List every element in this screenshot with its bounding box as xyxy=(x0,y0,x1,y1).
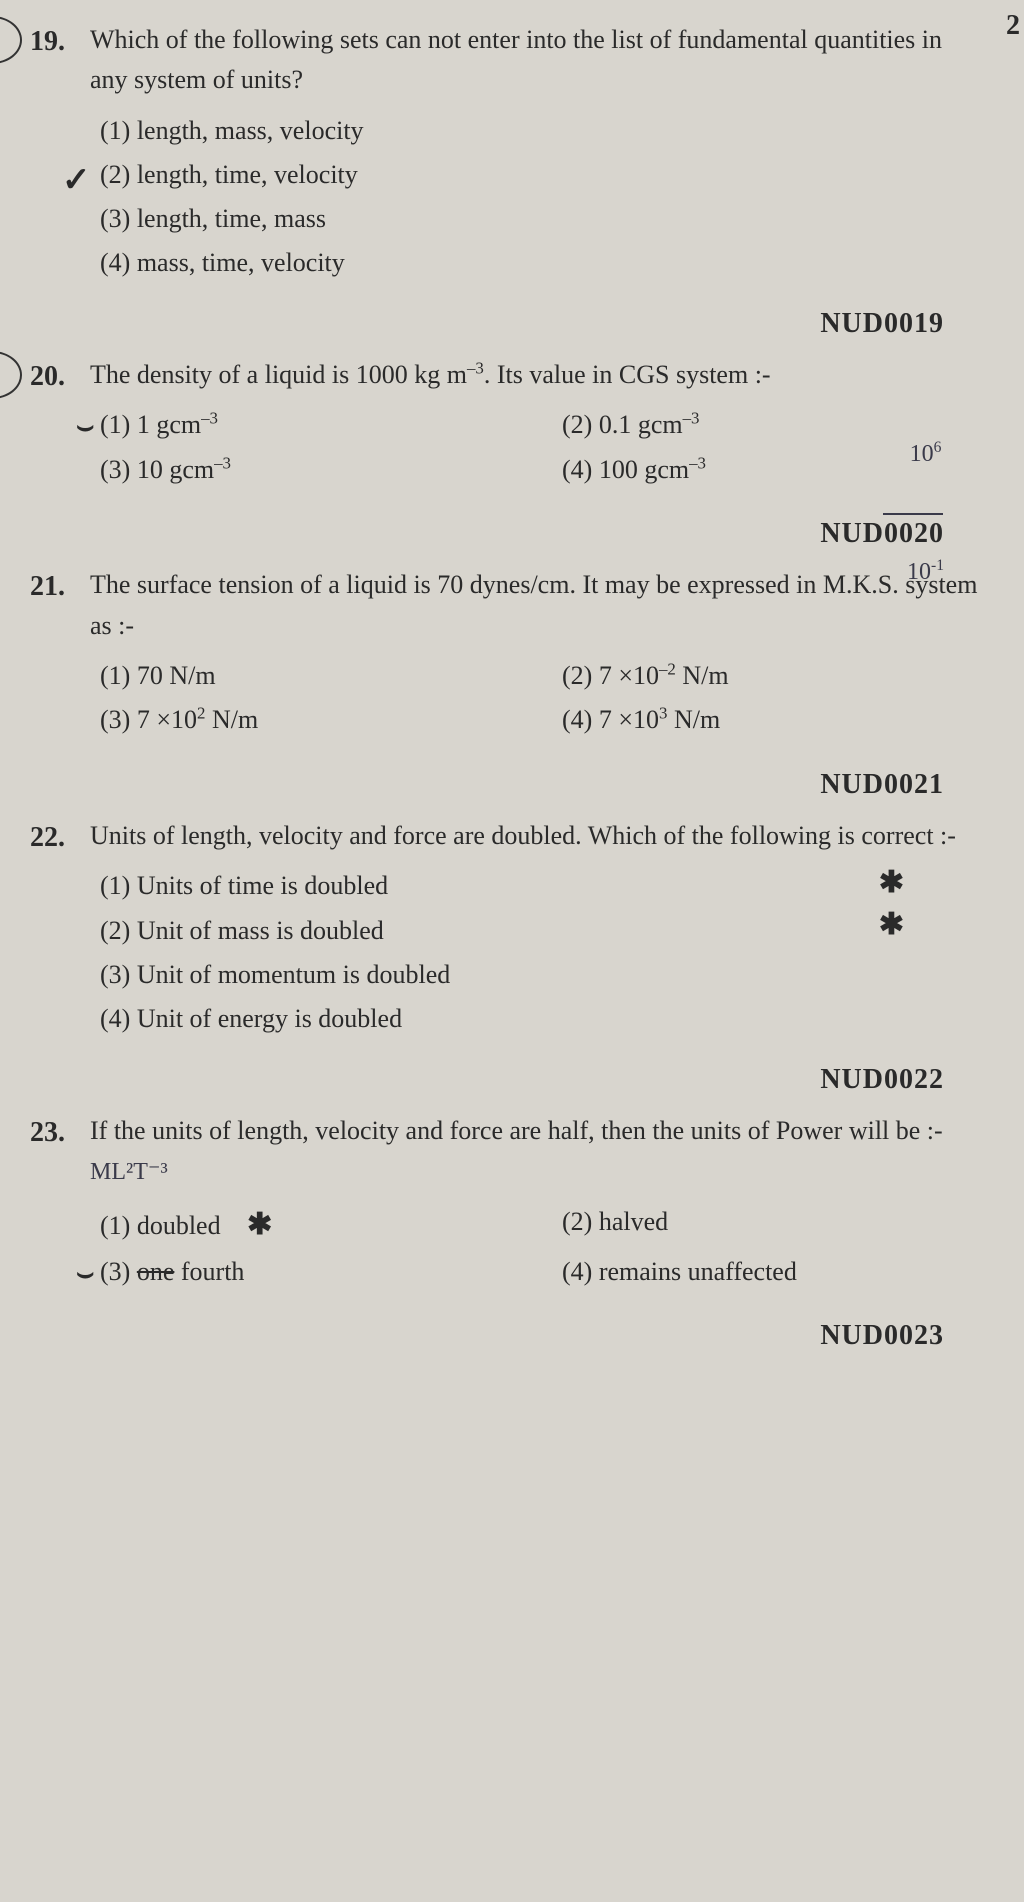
option-19-3: (3) length, time, mass xyxy=(100,199,984,239)
question-text-22: Units of length, velocity and force are … xyxy=(90,816,984,856)
cross-icon: ✱ xyxy=(247,1208,272,1241)
question-code-23: NUD0023 xyxy=(90,1314,944,1357)
tick-icon: ✓ xyxy=(62,155,91,208)
option-20-3-text: (3) 10 gcm xyxy=(100,455,214,484)
option-21-3a: (3) 7 ×10 xyxy=(100,705,197,734)
option-21-2: (2) 7 ×10–2 N/m xyxy=(562,656,984,696)
options-21: (1) 70 N/m (2) 7 ×10–2 N/m (3) 7 ×102 N/… xyxy=(100,656,984,745)
option-21-2a: (2) 7 ×10 xyxy=(562,661,659,690)
option-23-2: (2) halved xyxy=(562,1202,984,1249)
q23-text-a: If the units of length, velocity and for… xyxy=(90,1116,943,1145)
option-19-2-text: (2) length, time, velocity xyxy=(100,160,358,189)
question-20: 20. The density of a liquid is 1000 kg m… xyxy=(90,355,984,494)
option-20-4: (4) 100 gcm–3 xyxy=(562,450,984,490)
question-22: 22. Units of length, velocity and force … xyxy=(90,816,984,1039)
question-21: 21. The surface tension of a liquid is 7… xyxy=(90,565,984,744)
question-23: 23. If the units of length, velocity and… xyxy=(90,1111,984,1296)
options-23: (1) doubled ✱ (2) halved ⌣ (3) one fourt… xyxy=(100,1202,984,1297)
option-21-2b: N/m xyxy=(676,661,729,690)
option-21-3: (3) 7 ×102 N/m xyxy=(100,700,522,740)
option-21-1: (1) 70 N/m xyxy=(100,656,522,696)
option-23-3c: fourth xyxy=(174,1257,244,1286)
option-23-3: ⌣ (3) one fourth xyxy=(100,1252,522,1292)
option-20-2-text: (2) 0.1 gcm xyxy=(562,410,683,439)
q20-text-b: . Its value in CGS system :- xyxy=(484,360,771,389)
question-number-20: 20. xyxy=(30,355,65,398)
option-20-3: (3) 10 gcm–3 xyxy=(100,450,522,490)
option-21-3b: N/m xyxy=(205,705,258,734)
question-code-20: NUD0020 xyxy=(90,512,944,555)
question-text-23: If the units of length, velocity and for… xyxy=(90,1111,984,1192)
option-19-2: ✓ (2) length, time, velocity xyxy=(100,155,984,195)
question-number-19: 19. xyxy=(30,20,65,63)
question-code-19: NUD0019 xyxy=(90,302,944,345)
option-21-4a: (4) 7 ×10 xyxy=(562,705,659,734)
option-19-4: (4) mass, time, velocity xyxy=(100,243,984,283)
question-text-19: Which of the following sets can not ente… xyxy=(90,20,984,101)
option-20-1-text: (1) 1 gcm xyxy=(100,410,201,439)
option-23-3-strike: one xyxy=(137,1257,175,1286)
question-code-22: NUD0022 xyxy=(90,1058,944,1101)
options-19: (1) length, mass, velocity ✓ (2) length,… xyxy=(90,111,984,284)
option-23-1: (1) doubled ✱ xyxy=(100,1202,522,1249)
q20-sup: –3 xyxy=(467,359,484,378)
option-23-1-text: (1) doubled xyxy=(100,1211,221,1240)
option-22-4: (4) Unit of energy is doubled xyxy=(100,999,984,1039)
option-22-3: (3) Unit of momentum is doubled xyxy=(100,955,984,995)
option-20-1: ⌣ (1) 1 gcm–3 xyxy=(100,405,522,445)
option-20-2: (2) 0.1 gcm–3 xyxy=(562,405,984,445)
question-number-21: 21. xyxy=(30,565,65,608)
q20-text-a: The density of a liquid is 1000 kg m xyxy=(90,360,467,389)
option-22-2: (2) Unit of mass is doubled xyxy=(100,911,984,951)
option-21-4: (4) 7 ×103 N/m xyxy=(562,700,984,740)
question-text-21: The surface tension of a liquid is 70 dy… xyxy=(90,565,984,646)
question-code-21: NUD0021 xyxy=(90,763,944,806)
tick-icon: ⌣ xyxy=(76,405,94,448)
question-text-20: The density of a liquid is 1000 kg m–3. … xyxy=(90,355,984,395)
option-23-4: (4) remains unaffected xyxy=(562,1252,984,1292)
question-number-22: 22. xyxy=(30,816,65,859)
option-21-4b: N/m xyxy=(667,705,720,734)
option-23-3a: (3) xyxy=(100,1257,137,1286)
question-19: 19. Which of the following sets can not … xyxy=(90,20,984,284)
options-22: (1) Units of time is doubled (2) Unit of… xyxy=(90,866,984,1039)
tick-icon: ⌣ xyxy=(76,1252,94,1295)
option-20-4-text: (4) 100 gcm xyxy=(562,455,689,484)
page-margin-number: 2 xyxy=(1006,4,1020,47)
question-number-23: 23. xyxy=(30,1111,65,1154)
option-19-1: (1) length, mass, velocity xyxy=(100,111,984,151)
options-20: ⌣ (1) 1 gcm–3 (2) 0.1 gcm–3 (3) 10 gcm–3… xyxy=(100,405,984,494)
option-22-1: (1) Units of time is doubled xyxy=(100,866,984,906)
handwritten-formula: ML²T⁻³ xyxy=(90,1159,168,1185)
